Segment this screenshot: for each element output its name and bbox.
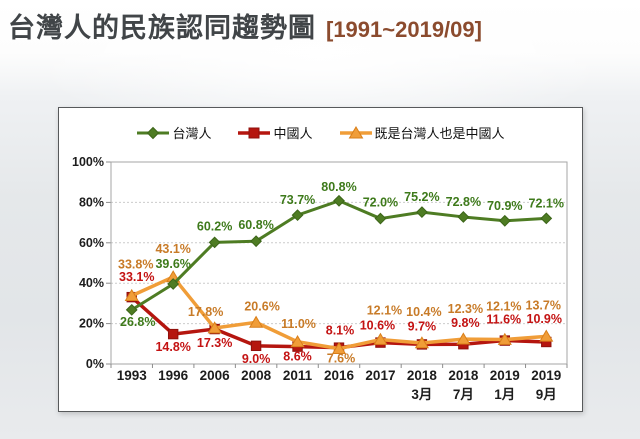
x-axis-label: 3月 [411, 387, 432, 402]
data-point-triangle [207, 321, 222, 334]
data-point-diamond [250, 235, 262, 248]
legend-item-taiwanese: 台灣人 [136, 123, 211, 142]
data-label: 70.9% [487, 199, 522, 213]
data-point-diamond [374, 212, 387, 225]
data-point-diamond [416, 206, 428, 219]
x-axis-label: 2018 [407, 368, 438, 383]
data-label: 39.6% [155, 257, 190, 271]
data-label: 7.6% [327, 352, 356, 366]
data-label: 33.8% [118, 258, 153, 272]
x-axis-label: 2019 [490, 368, 520, 383]
x-axis-label: 9月 [536, 387, 557, 402]
x-axis-label: 2016 [324, 368, 355, 383]
data-point-triangle [249, 315, 264, 328]
legend-marker-triangle-icon [339, 125, 372, 138]
data-point-triangle [456, 332, 471, 345]
line-chart: 0% 20% 40% 60% 80% 100% 1993 1996 2006 2008 2011 20… [72, 155, 568, 402]
data-label: 43.1% [155, 242, 190, 256]
legend-item-both: 既是台灣人也是中國人 [339, 123, 505, 142]
legend-marker-square-icon [238, 127, 271, 138]
data-label: 73.7% [280, 193, 315, 207]
data-label: 9.7% [408, 319, 437, 333]
x-axis-label: 2018 [448, 368, 479, 383]
x-axis-label: 1993 [117, 368, 148, 383]
data-point-diamond [540, 212, 553, 225]
chart-panel: 台灣人 中國人 既是台灣人也是中國人 0% 20% 40% 60% 80% 100% 199… [58, 107, 583, 412]
x-axis-label: 2017 [365, 368, 395, 383]
data-point-diamond [333, 194, 345, 207]
y-axis-label: 80% [79, 195, 104, 209]
data-label: 12.3% [448, 302, 483, 316]
x-axis-label: 2011 [283, 368, 313, 383]
series-line-0 [130, 199, 548, 312]
data-label: 72.0% [363, 196, 398, 210]
x-axis-label: 1月 [494, 387, 515, 402]
data-label: 26.8% [120, 315, 155, 329]
data-label: 80.8% [321, 180, 356, 194]
chart-title-range: [1991~2019/09] [326, 17, 482, 42]
data-label: 11.0% [281, 317, 316, 331]
plot-border [110, 161, 568, 365]
data-label: 60.8% [238, 218, 273, 232]
data-label: 12.1% [367, 304, 402, 318]
data-label: 72.1% [529, 196, 564, 210]
y-axis-label: 40% [79, 276, 104, 290]
data-label: 14.8% [155, 340, 190, 354]
data-label: 17.3% [197, 336, 232, 350]
data-label: 9.8% [451, 316, 480, 330]
x-axis-label: 1996 [158, 368, 189, 383]
data-point-triangle [331, 341, 347, 354]
legend-item-chinese: 中國人 [237, 123, 313, 142]
x-axis-label: 2006 [200, 368, 231, 383]
data-label: 13.7% [526, 298, 561, 312]
page-title: 台灣人的民族認同趨勢圖 [1991~2019/09] [8, 6, 482, 45]
data-label: 10.9% [527, 312, 562, 326]
data-label: 60.2% [197, 219, 232, 233]
data-label: 33.1% [119, 270, 154, 284]
y-axis-label: 100% [72, 155, 104, 169]
data-point-triangle [497, 332, 512, 345]
legend-label-both: 既是台灣人也是中國人 [374, 126, 505, 141]
legend-label-taiwanese: 台灣人 [172, 126, 212, 141]
data-point-diamond [291, 209, 304, 222]
data-point-square [250, 340, 262, 352]
x-axis-label: 7月 [453, 387, 474, 402]
data-label: 72.8% [446, 195, 481, 209]
y-axis-label: 0% [86, 357, 104, 371]
data-label: 9.0% [242, 352, 271, 366]
data-label: 20.6% [244, 299, 279, 313]
data-point-diamond [208, 236, 221, 249]
data-label: 17.8% [188, 305, 223, 319]
legend-marker-diamond-icon [137, 126, 170, 139]
data-point-triangle [373, 332, 388, 345]
data-point-triangle [539, 329, 554, 342]
x-axis-label: 2019 [531, 368, 561, 383]
data-point-diamond [167, 278, 180, 290]
y-axis-label: 60% [79, 236, 104, 250]
chart-legend: 台灣人 中國人 既是台灣人也是中國人 [59, 123, 582, 142]
data-label: 10.4% [406, 305, 441, 319]
x-axis-label: 2008 [241, 368, 272, 383]
data-label: 11.6% [486, 313, 521, 327]
legend-label-chinese: 中國人 [273, 126, 313, 141]
data-point-diamond [125, 303, 138, 316]
data-point-diamond [457, 211, 470, 223]
data-point-triangle [290, 334, 305, 348]
y-axis-label: 20% [79, 317, 104, 331]
data-point-triangle [414, 336, 429, 349]
data-label: 75.2% [404, 190, 439, 204]
data-label: 10.6% [360, 319, 395, 333]
data-label: 12.1% [486, 300, 521, 314]
data-label: 8.6% [283, 350, 312, 364]
data-point-diamond [498, 214, 511, 227]
chart-title: 台灣人的民族認同趨勢圖 [8, 13, 316, 43]
data-point-square [167, 328, 179, 340]
data-label: 8.1% [326, 324, 355, 338]
data-point-triangle [124, 288, 139, 302]
